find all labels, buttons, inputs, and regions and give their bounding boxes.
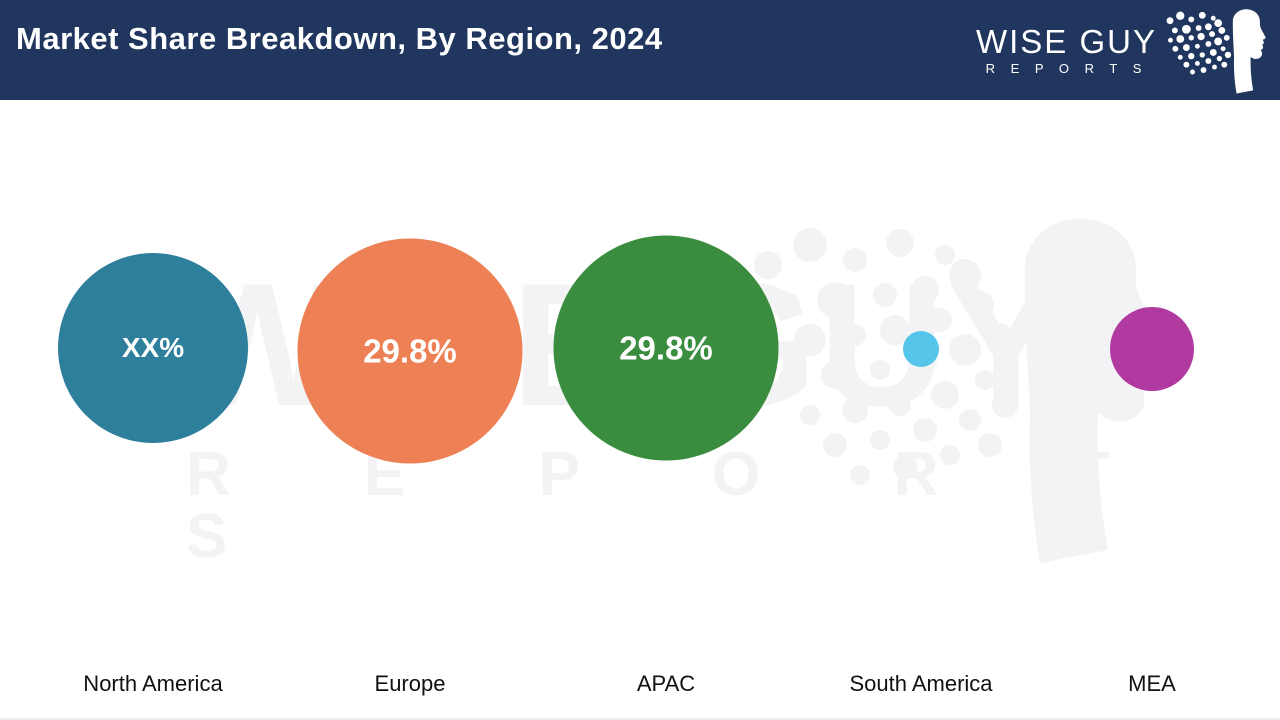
category-label-north-america: North America [83, 671, 223, 696]
bottom-divider [0, 718, 1280, 720]
bubble-apac: 29.8% [553, 235, 779, 461]
category-label-mea: MEA [1128, 671, 1176, 696]
category-label-apac: APAC [636, 671, 696, 696]
bubble-value-label: 29.8% [619, 329, 713, 366]
brand-logo: WISE GUY R E P O R T S [976, 6, 1266, 94]
bubble-mea [1110, 307, 1194, 391]
bubble-north-america: XX% [58, 253, 248, 443]
bubble-value-label: XX% [121, 332, 185, 363]
watermark-brand-reports: R E P O R T S [186, 440, 1168, 571]
brand-text: WISE GUY R E P O R T S [976, 25, 1157, 75]
bubble-south-america [903, 331, 939, 367]
brand-reports: R E P O R T S [985, 61, 1148, 76]
watermark-face-icon [740, 205, 1160, 565]
brand-name: WISE GUY [975, 23, 1157, 60]
bubble-value-label: 29.8% [363, 332, 457, 369]
app-header: Market Share Breakdown, By Region, 2024 … [0, 0, 1280, 100]
bubble-europe: 29.8% [297, 238, 523, 464]
category-label-europe: Europe [374, 671, 446, 696]
page-title: Market Share Breakdown, By Region, 2024 [16, 21, 663, 56]
brand-face-icon [1163, 6, 1266, 94]
category-label-south-america: South America [849, 671, 993, 696]
